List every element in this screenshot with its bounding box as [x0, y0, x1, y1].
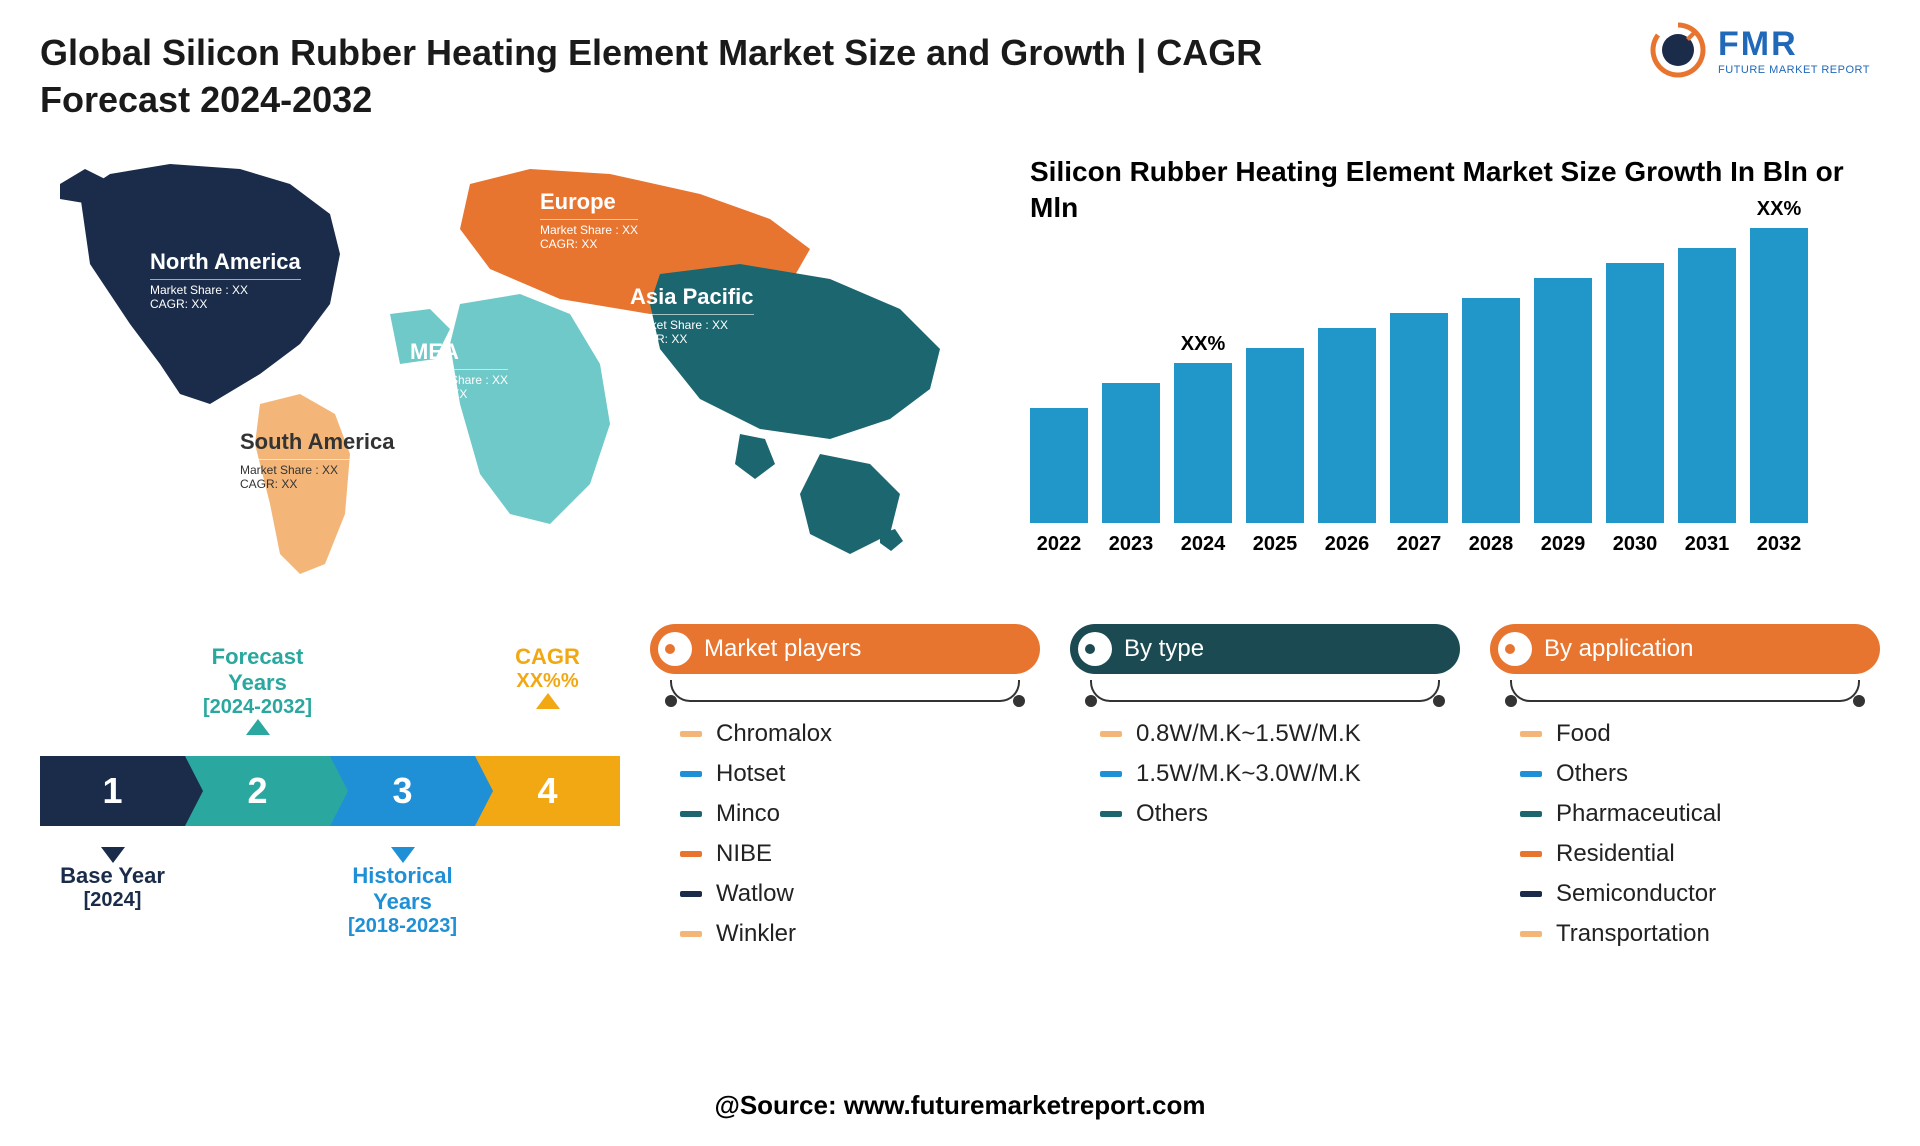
region-label-north-america: North AmericaMarket Share : XXCAGR: XX [150, 249, 301, 311]
timeline-segment-2: 2 [185, 756, 330, 826]
list-item: Watlow [680, 874, 1040, 914]
bar-2030: 2030 [1606, 263, 1664, 556]
timeline-segment-1: 1 [40, 756, 185, 826]
region-label-mea: MEAMarket Share : XXCAGR: XX [410, 339, 508, 401]
timeline-bottom-label-2: Historical Years[2018-2023] [330, 841, 475, 938]
dot-icon [1498, 632, 1532, 666]
list-item: Others [1520, 754, 1880, 794]
bar-2022: 2022 [1030, 408, 1088, 556]
list-item: Residential [1520, 834, 1880, 874]
bar-chart-section: Silicon Rubber Heating Element Market Si… [1030, 154, 1880, 574]
list-item: Winkler [680, 914, 1040, 954]
timeline-bar: 1234 [40, 756, 620, 826]
bar-2027: 2027 [1390, 313, 1448, 556]
timeline-top-label-1: Forecast Years[2024-2032] [185, 644, 330, 741]
list-item: Transportation [1520, 914, 1880, 954]
category-header: By type [1070, 624, 1460, 674]
list-item: Pharmaceutical [1520, 794, 1880, 834]
map-svg [40, 154, 990, 574]
bar-2025: 2025 [1246, 348, 1304, 556]
timeline-segment-3: 3 [330, 756, 475, 826]
bar-2032: XX% 2032 [1750, 228, 1808, 556]
bar-2026: 2026 [1318, 328, 1376, 556]
bar-chart: 2022 2023XX% 2024 2025 2026 2027 2028 20… [1030, 246, 1880, 556]
bar-2028: 2028 [1462, 298, 1520, 556]
timeline-section: Forecast Years[2024-2032] CAGRXX%% 1234 B… [40, 624, 620, 954]
chart-title: Silicon Rubber Heating Element Market Si… [1030, 154, 1880, 227]
region-label-asia-pacific: Asia PacificMarket Share : XXCAGR: XX [630, 284, 754, 346]
logo-main-text: FMR [1718, 25, 1870, 64]
logo-sub-text: FUTURE MARKET REPORT [1718, 64, 1870, 76]
list-item: Food [1520, 714, 1880, 754]
source-text: @Source: www.futuremarketreport.com [714, 1090, 1205, 1121]
page-title: Global Silicon Rubber Heating Element Ma… [40, 30, 1340, 124]
world-map: North AmericaMarket Share : XXCAGR: XX So… [40, 154, 990, 574]
category-header: By application [1490, 624, 1880, 674]
timeline-segment-4: 4 [475, 756, 620, 826]
bar-2024: XX% 2024 [1174, 363, 1232, 556]
list-item: Chromalox [680, 714, 1040, 754]
logo-icon [1648, 20, 1708, 80]
dot-icon [658, 632, 692, 666]
list-item: Semiconductor [1520, 874, 1880, 914]
timeline-top-label-3: CAGRXX%% [475, 644, 620, 741]
fmr-logo: FMR FUTURE MARKET REPORT [1648, 20, 1870, 80]
list-item: Hotset [680, 754, 1040, 794]
list-item: 0.8W/M.K~1.5W/M.K [1100, 714, 1460, 754]
list-item: Minco [680, 794, 1040, 834]
bar-2029: 2029 [1534, 278, 1592, 556]
category-by-application: By application FoodOthersPharmaceuticalR… [1490, 624, 1880, 954]
list-item: 1.5W/M.K~3.0W/M.K [1100, 754, 1460, 794]
bar-2023: 2023 [1102, 383, 1160, 556]
category-market-players: Market players ChromaloxHotsetMincoNIBEW… [650, 624, 1040, 954]
bar-2031: 2031 [1678, 248, 1736, 556]
region-label-europe: EuropeMarket Share : XXCAGR: XX [540, 189, 638, 251]
list-item: Others [1100, 794, 1460, 834]
category-header: Market players [650, 624, 1040, 674]
region-label-south-america: South AmericaMarket Share : XXCAGR: XX [240, 429, 394, 491]
timeline-bottom-label-0: Base Year[2024] [40, 841, 185, 938]
category-by-type: By type 0.8W/M.K~1.5W/M.K1.5W/M.K~3.0W/M… [1070, 624, 1460, 954]
list-item: NIBE [680, 834, 1040, 874]
dot-icon [1078, 632, 1112, 666]
